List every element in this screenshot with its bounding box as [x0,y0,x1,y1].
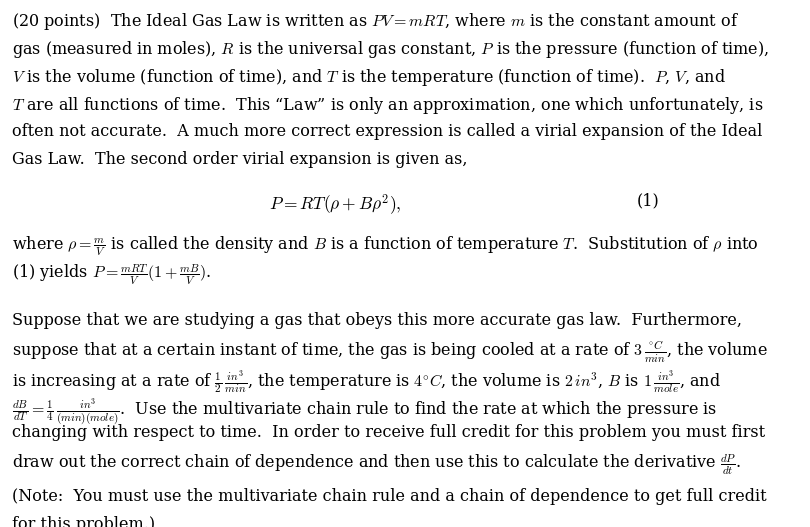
Text: $P = RT(\rho + B\rho^2),$: $P = RT(\rho + B\rho^2),$ [269,192,401,218]
Text: (20 points)  The Ideal Gas Law is written as $PV = mRT$, where $m$ is the consta: (20 points) The Ideal Gas Law is written… [12,11,739,32]
Text: often not accurate.  A much more correct expression is called a virial expansion: often not accurate. A much more correct … [12,123,762,140]
Text: (Note:  You must use the multivariate chain rule and a chain of dependence to ge: (Note: You must use the multivariate cha… [12,488,767,505]
Text: draw out the correct chain of dependence and then use this to calculate the deri: draw out the correct chain of dependence… [12,452,741,477]
Text: changing with respect to time.  In order to receive full credit for this problem: changing with respect to time. In order … [12,424,765,441]
Text: suppose that at a certain instant of time, the gas is being cooled at a rate of : suppose that at a certain instant of tim… [12,340,768,365]
Text: (1) yields $P = \frac{mRT}{V}(1 + \frac{mB}{V})$.: (1) yields $P = \frac{mRT}{V}(1 + \frac{… [12,262,211,287]
Text: is increasing at a rate of $\frac{1}{2}\,\frac{in^3}{min}$, the temperature is $: is increasing at a rate of $\frac{1}{2}\… [12,368,721,396]
Text: $V$ is the volume (function of time), and $T$ is the temperature (function of ti: $V$ is the volume (function of time), an… [12,67,726,88]
Text: where $\rho = \frac{m}{V}$ is called the density and $B$ is a function of temper: where $\rho = \frac{m}{V}$ is called the… [12,235,759,258]
Text: Gas Law.  The second order virial expansion is given as,: Gas Law. The second order virial expansi… [12,151,467,168]
Text: Suppose that we are studying a gas that obeys this more accurate gas law.  Furth: Suppose that we are studying a gas that … [12,313,742,329]
Text: $T$ are all functions of time.  This “Law” is only an approximation, one which u: $T$ are all functions of time. This “Law… [12,95,764,116]
Text: $\frac{dB}{dT} = \frac{1}{4}\,\frac{in^3}{(min)(mole)}$.  Use the multivariate c: $\frac{dB}{dT} = \frac{1}{4}\,\frac{in^3… [12,396,718,428]
Text: for this problem.): for this problem.) [12,516,156,527]
Text: (1): (1) [637,192,659,209]
Text: gas (measured in moles), $R$ is the universal gas constant, $P$ is the pressure : gas (measured in moles), $R$ is the univ… [12,39,769,60]
